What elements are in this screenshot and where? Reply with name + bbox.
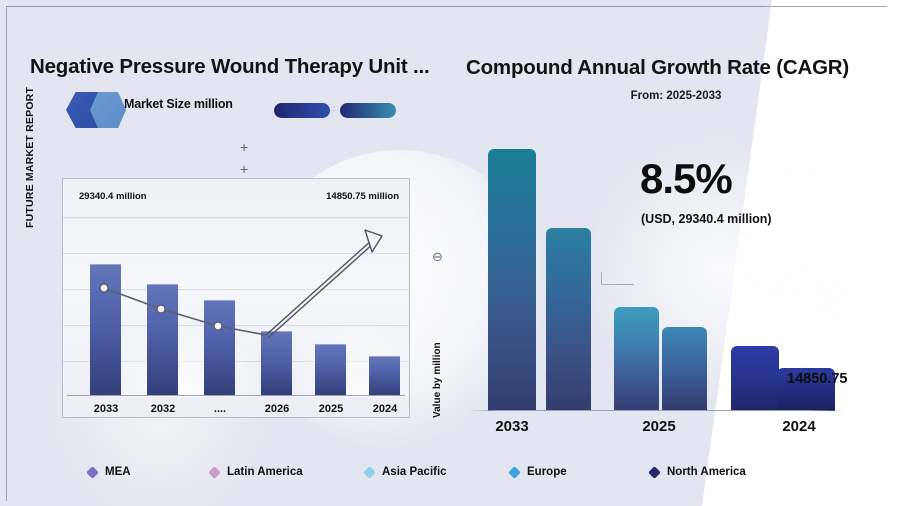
legend-dot-icon-north-america [648,465,661,479]
cagr-note: (USD, 29340.4 million) [641,212,772,226]
plus-icon-1: + [240,139,249,155]
pill-separator: : [333,104,336,113]
legend-label-latin-america: Latin America [227,466,303,478]
page-title-left: Negative Pressure Wound Therapy Unit ... [30,55,430,78]
legend-pill-secondary [340,103,396,118]
plus-icon-2: + [240,161,249,177]
series-label: Market Size million [124,97,233,111]
rc-x-label-2033: 2033 [495,418,529,435]
rc-bar-2033-back [546,228,591,411]
rc-x-label-2024: 2024 [782,418,816,435]
x-label-2025: 2025 [318,403,344,415]
hexagon-pair-logo-icon [66,92,126,128]
x-label-ellipsis: .... [213,403,227,415]
chart-legend: MEA Latin America Asia Pacific Europe No… [60,464,840,488]
bar-2025 [315,344,346,395]
left-chart-y-axis-label: Value by million [432,342,443,418]
left-chart-axis-line [67,395,405,396]
x-label-2033: 2033 [93,403,119,415]
bar-2033 [90,264,121,395]
left-bar-chart: 29340.4 million 14850.75 million 2033 20… [62,178,410,418]
left-chart-max-label: 29340.4 million [79,191,147,202]
legend-item-asia-pacific[interactable]: Asia Pacific [363,465,447,479]
right-chart-bracket-mark [601,272,634,285]
x-label-2032: 2032 [150,403,176,415]
bar-2024 [369,356,400,395]
page-title-right: Compound Annual Growth Rate (CAGR) [466,56,850,79]
x-label-2026: 2026 [264,403,290,415]
right-chart-callout-value: 14850.75 [787,371,848,387]
legend-item-europe[interactable]: Europe [508,465,567,479]
rc-bar-2025-back [662,327,707,411]
logo-hex-light [90,92,126,128]
brand-vertical-label: FUTURE MARKET REPORT [24,86,36,228]
bar-2026 [261,331,292,395]
x-label-2024: 2024 [372,403,398,415]
legend-dot-icon-asia-pacific [363,465,376,479]
page-subtitle-right: From: 2025-2033 [630,90,722,102]
rc-bar-2024-front [731,346,779,411]
legend-pill-primary [274,103,330,118]
legend-label-north-america: North America [667,466,746,478]
rc-x-label-2025: 2025 [642,418,676,435]
legend-label-europe: Europe [527,466,567,478]
legend-dot-icon-latin-america [208,465,221,479]
left-chart-min-label: 14850.75 million [326,191,399,202]
minus-circle-icon: ⊖ [432,249,443,264]
rc-bar-2025-front [614,307,659,411]
legend-dot-icon-europe [508,465,521,479]
right-bar-chart: 2033 2025 2024 [466,125,866,435]
legend-item-north-america[interactable]: North America [648,465,746,479]
left-chart-x-labels: 2033 2032 .... 2026 2025 2024 [63,397,409,417]
right-chart-axis-line [468,410,846,411]
rc-bar-2024-back [777,368,835,411]
rc-bar-2033-front [488,149,536,411]
legend-label-mea: MEA [105,466,131,478]
legend-label-asia-pacific: Asia Pacific [382,466,447,478]
cagr-value: 8.5% [640,155,733,202]
left-chart-bars [63,230,409,395]
legend-item-latin-america[interactable]: Latin America [208,465,303,479]
legend-item-mea[interactable]: MEA [86,465,131,479]
bar-ellipsis [204,300,235,395]
bar-2032 [147,284,178,395]
legend-dot-icon-mea [86,465,99,479]
